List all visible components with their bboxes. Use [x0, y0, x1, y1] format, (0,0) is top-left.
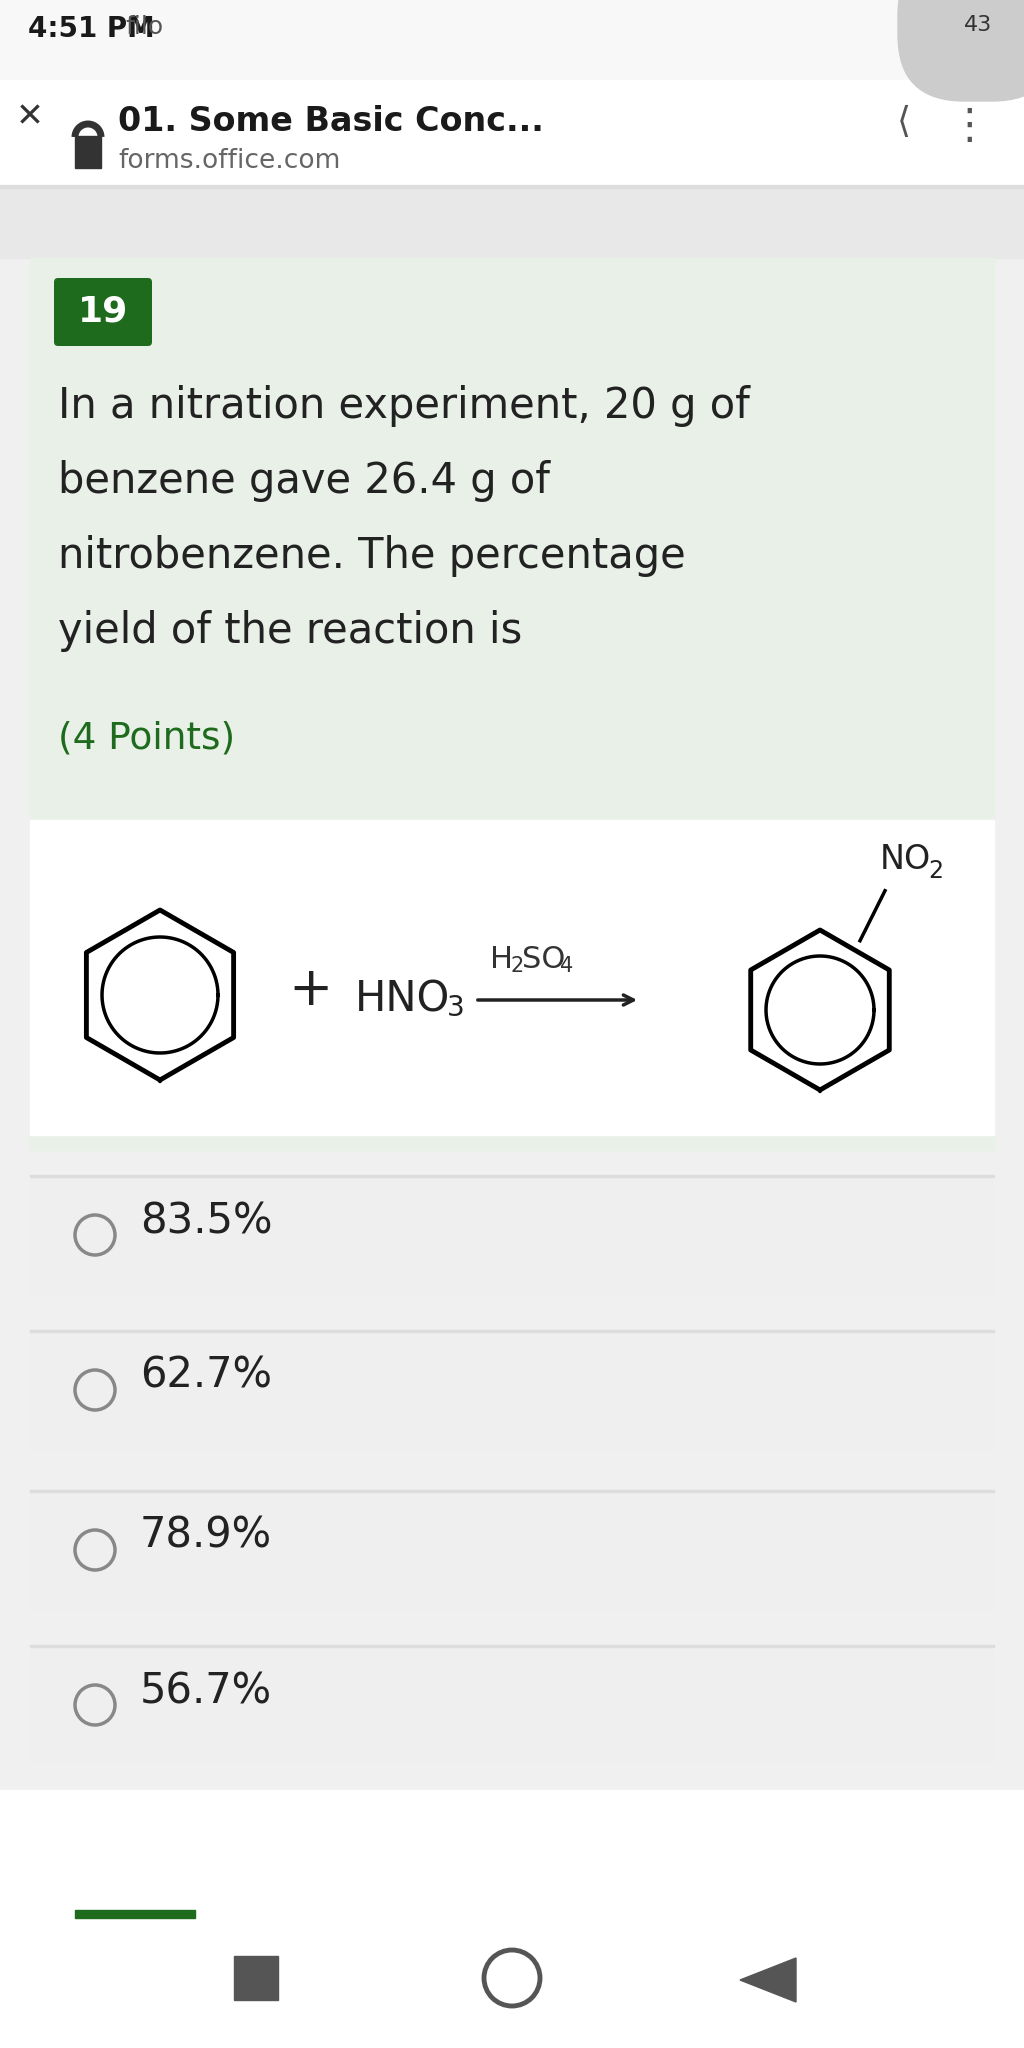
Bar [0, 184, 1024, 188]
Text: 4: 4 [560, 956, 573, 977]
Text: H: H [490, 946, 513, 975]
Text: In a nitration experiment, 20 g of: In a nitration experiment, 20 g of [58, 385, 750, 426]
Bar [30, 1176, 994, 1294]
Bar [30, 1329, 994, 1450]
Text: 4:51 PM: 4:51 PM [28, 14, 155, 43]
Text: ✕: ✕ [16, 100, 44, 133]
Text: benzene gave 26.4 g of: benzene gave 26.4 g of [58, 461, 550, 502]
Text: forms.office.com: forms.office.com [118, 147, 340, 174]
Bar [75, 1911, 195, 1919]
Text: ⟨: ⟨ [897, 104, 911, 139]
Bar [75, 135, 101, 168]
Text: 83.5%: 83.5% [140, 1200, 272, 1241]
Text: 78.9%: 78.9% [140, 1516, 272, 1556]
FancyBboxPatch shape [54, 279, 152, 346]
Bar [30, 1491, 994, 1610]
Bar [0, 188, 1024, 258]
Text: SO: SO [522, 946, 565, 975]
Bar [0, 0, 1024, 80]
Bar [30, 819, 994, 1135]
Text: 2: 2 [510, 956, 523, 977]
Text: 01. Some Basic Conc...: 01. Some Basic Conc... [118, 104, 544, 137]
Text: 43: 43 [964, 14, 992, 35]
Text: 19: 19 [78, 295, 128, 330]
Bar [0, 1911, 1024, 2048]
Text: ⋮: ⋮ [948, 104, 990, 147]
Text: 3: 3 [447, 993, 465, 1022]
Text: (4 Points): (4 Points) [58, 721, 236, 756]
Text: 62.7%: 62.7% [140, 1356, 272, 1397]
Bar [0, 80, 1024, 184]
Bar [30, 1645, 994, 1765]
Text: +: + [288, 965, 332, 1016]
Text: NO: NO [880, 842, 931, 877]
Polygon shape [740, 1958, 796, 2003]
Text: nitrobenzene. The percentage: nitrobenzene. The percentage [58, 535, 686, 578]
Text: 2: 2 [928, 858, 943, 883]
Text: filo: filo [125, 14, 163, 39]
Text: yield of the reaction is: yield of the reaction is [58, 610, 522, 651]
Bar [234, 1956, 278, 2001]
Bar [0, 1790, 1024, 1911]
Text: 56.7%: 56.7% [140, 1669, 272, 1712]
Bar [30, 258, 994, 1151]
Text: HNO: HNO [355, 979, 451, 1022]
